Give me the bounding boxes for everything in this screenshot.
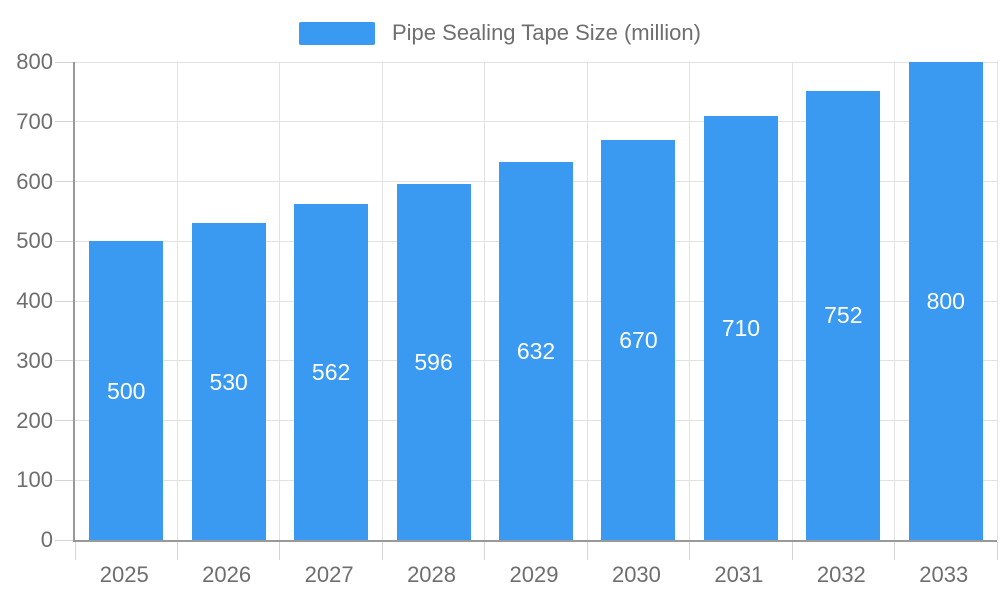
bar-value-label: 562 <box>311 359 351 386</box>
y-axis-label: 300 <box>16 347 53 373</box>
x-axis-label: 2027 <box>304 562 354 587</box>
x-axis-tick <box>381 542 383 560</box>
bar-value-label: 596 <box>414 348 453 375</box>
gridline-v <box>586 62 588 540</box>
gridline-v <box>689 62 691 540</box>
bar-value-label: 800 <box>926 288 965 314</box>
gridline-v <box>996 62 998 540</box>
bar-2025: 500 <box>89 241 164 540</box>
plot-area: 500 530 562 596 632 670 710 752 800 <box>55 61 998 560</box>
x-axis-tick <box>689 542 691 560</box>
gridline-h <box>75 61 997 63</box>
x-axis-tick <box>996 542 998 560</box>
y-axis-tick <box>55 300 73 302</box>
y-axis-tick <box>55 479 73 481</box>
y-axis-label: 600 <box>16 168 53 194</box>
bar-value-label: 632 <box>516 338 556 365</box>
y-axis-label: 500 <box>16 228 53 254</box>
y-axis-tick <box>55 539 73 541</box>
gridline-v <box>791 62 793 540</box>
x-axis-label: 2033 <box>919 562 969 587</box>
x-axis-label: 2032 <box>816 562 866 587</box>
bar-2031: 710 <box>703 115 778 540</box>
x-axis-tick <box>484 542 486 560</box>
bar-2027: 562 <box>294 204 369 540</box>
y-axis-label: 700 <box>16 108 53 134</box>
bar-value-label: 670 <box>619 326 658 353</box>
bar-2028: 596 <box>396 183 471 540</box>
y-axis-label: 200 <box>16 407 53 433</box>
x-axis-label: 2031 <box>714 562 764 587</box>
x-axis-label: 2030 <box>611 562 661 587</box>
bar-value-label: 530 <box>209 368 248 395</box>
x-axis-tick <box>176 542 178 560</box>
x-axis-label: 2026 <box>202 562 252 587</box>
y-axis-tick <box>55 360 73 362</box>
legend-swatch <box>299 21 375 45</box>
y-axis-label: 400 <box>16 288 53 313</box>
x-axis-label: 2028 <box>407 562 457 587</box>
y-axis-tick <box>55 61 73 63</box>
bar-value-label: 500 <box>107 377 146 404</box>
bar-2030: 670 <box>601 139 676 540</box>
x-axis-label: 2029 <box>509 562 559 587</box>
gridline-h <box>75 121 997 123</box>
legend-item[interactable]: Pipe Sealing Tape Size (million) <box>0 19 1000 47</box>
bar-2033: 800 <box>908 62 983 540</box>
gridline-v <box>894 62 896 540</box>
bar-2032: 752 <box>806 90 881 540</box>
y-axis-label: 800 <box>16 49 53 74</box>
y-axis-tick <box>55 240 73 242</box>
x-axis-tick <box>279 542 281 560</box>
gridline-v <box>381 62 383 540</box>
gridline-v <box>176 62 178 540</box>
y-axis-tick <box>55 420 73 421</box>
x-axis-tick <box>791 542 793 560</box>
bar-2029: 632 <box>499 162 573 540</box>
x-axis-label: 2025 <box>99 562 149 587</box>
bar-value-label: 752 <box>824 302 863 329</box>
bar-2026: 530 <box>191 223 266 540</box>
y-axis-tick <box>55 181 73 182</box>
y-axis-tick <box>55 121 73 123</box>
x-axis-tick <box>894 542 896 560</box>
legend-label: Pipe Sealing Tape Size (million) <box>392 20 701 45</box>
x-axis-tick <box>74 542 76 560</box>
bar-value-label: 710 <box>721 314 761 341</box>
gridline-v <box>484 62 486 540</box>
gridline-v <box>279 62 281 540</box>
y-axis-label: 100 <box>16 467 53 493</box>
x-axis-tick <box>586 542 588 560</box>
y-axis-label: 0 <box>40 527 53 552</box>
